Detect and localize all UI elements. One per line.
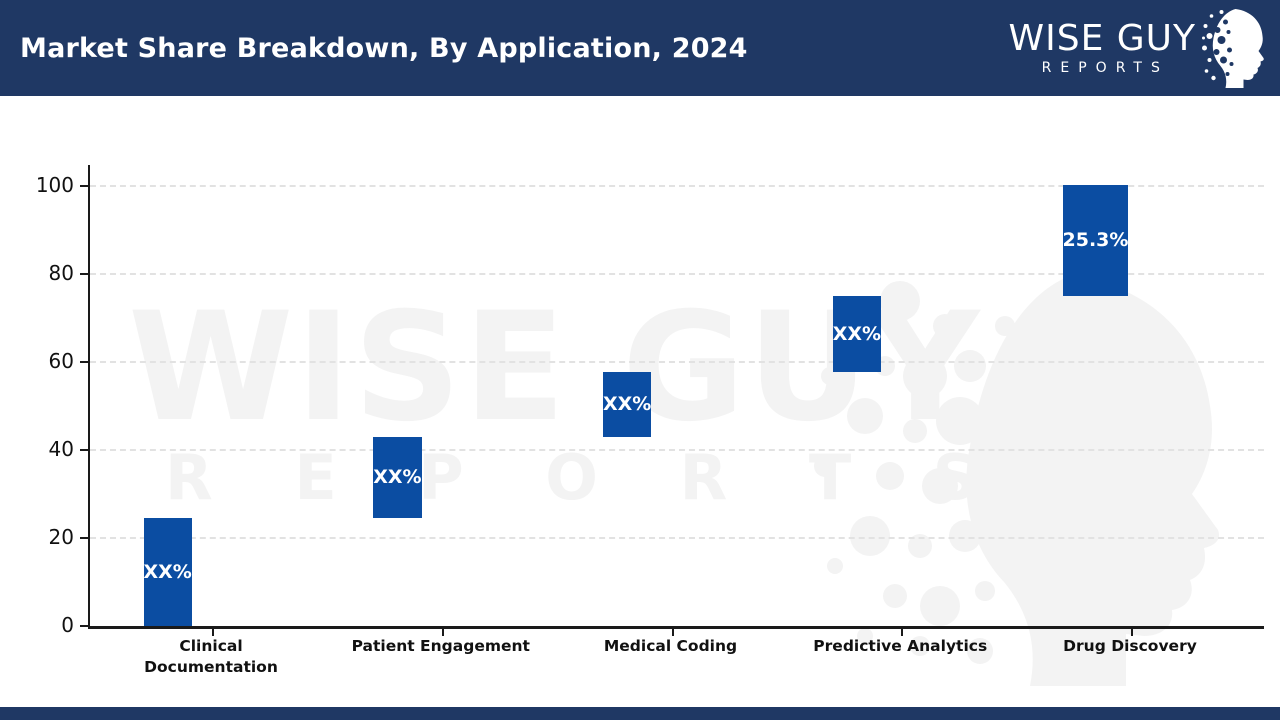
x-tick-mark bbox=[1131, 629, 1133, 636]
wiseguy-logo: WISE GUY REPORTS bbox=[1009, 6, 1269, 90]
x-axis-labels: Clinical Documentation Patient Engagement… bbox=[88, 636, 1262, 700]
x-category-label: Clinical Documentation bbox=[144, 637, 278, 676]
watermark-face-icon bbox=[814, 276, 1220, 686]
y-tick-mark bbox=[80, 537, 88, 539]
y-tick-mark bbox=[80, 449, 88, 451]
logo-face-icon bbox=[1202, 9, 1264, 88]
gridline bbox=[90, 273, 1264, 275]
bar-value-label: 25.3% bbox=[1062, 229, 1129, 252]
x-tick-mark bbox=[671, 629, 674, 636]
bar-value-label: XX% bbox=[832, 322, 882, 345]
x-category-label: Medical Coding bbox=[603, 637, 738, 655]
logo-text-wise-guy: WISE GUY bbox=[1008, 18, 1196, 60]
watermark-reports: R E P O R T S bbox=[165, 441, 1008, 514]
footer-bar bbox=[0, 707, 1280, 720]
x-tick-mark bbox=[441, 629, 444, 636]
waterfall-bar: 25.3% bbox=[1062, 184, 1129, 296]
y-tick-label: 60 bbox=[48, 349, 74, 373]
chart-region: WISE GUY R E P O R T S 0 20 40 60 80 100 XX% XX… bbox=[0, 96, 1280, 707]
x-tick-mark bbox=[901, 629, 904, 636]
bar-value-label: XX% bbox=[603, 393, 652, 416]
x-category-label: Patient Engagement bbox=[351, 637, 530, 655]
y-tick-mark bbox=[80, 361, 88, 363]
x-category-label: Drug Discovery bbox=[1063, 637, 1197, 655]
x-tick-mark bbox=[212, 629, 214, 636]
logo-text-reports: REPORTS bbox=[1041, 59, 1169, 76]
y-tick-mark bbox=[80, 273, 88, 275]
bar-value-label: XX% bbox=[373, 466, 422, 489]
gridline bbox=[90, 537, 1264, 539]
y-tick-label: 0 bbox=[61, 613, 74, 637]
waterfall-bar: XX% bbox=[143, 518, 192, 626]
y-tick-mark bbox=[80, 625, 88, 627]
waterfall-bar: XX% bbox=[832, 296, 882, 372]
gridline bbox=[90, 185, 1264, 187]
waterfall-bar: XX% bbox=[373, 436, 422, 519]
header-bar: Market Share Breakdown, By Application, … bbox=[0, 0, 1280, 96]
bar-value-label: XX% bbox=[143, 561, 192, 584]
y-tick-label: 100 bbox=[35, 173, 74, 197]
plot-area: 0 20 40 60 80 100 XX% XX% XX% XX% 25.3% bbox=[36, 165, 1264, 637]
gridline bbox=[90, 449, 1264, 451]
y-tick-label: 20 bbox=[48, 525, 74, 549]
y-tick-mark bbox=[80, 185, 88, 187]
waterfall-bar: XX% bbox=[603, 371, 652, 437]
gridline bbox=[90, 361, 1264, 363]
x-category-label: Predictive Analytics bbox=[813, 637, 988, 655]
logo-wordmark: WISE GUY REPORTS bbox=[1009, 20, 1197, 76]
y-tick-label: 40 bbox=[48, 437, 74, 461]
y-tick-label: 80 bbox=[48, 261, 74, 285]
page-title: Market Share Breakdown, By Application, … bbox=[20, 32, 748, 64]
